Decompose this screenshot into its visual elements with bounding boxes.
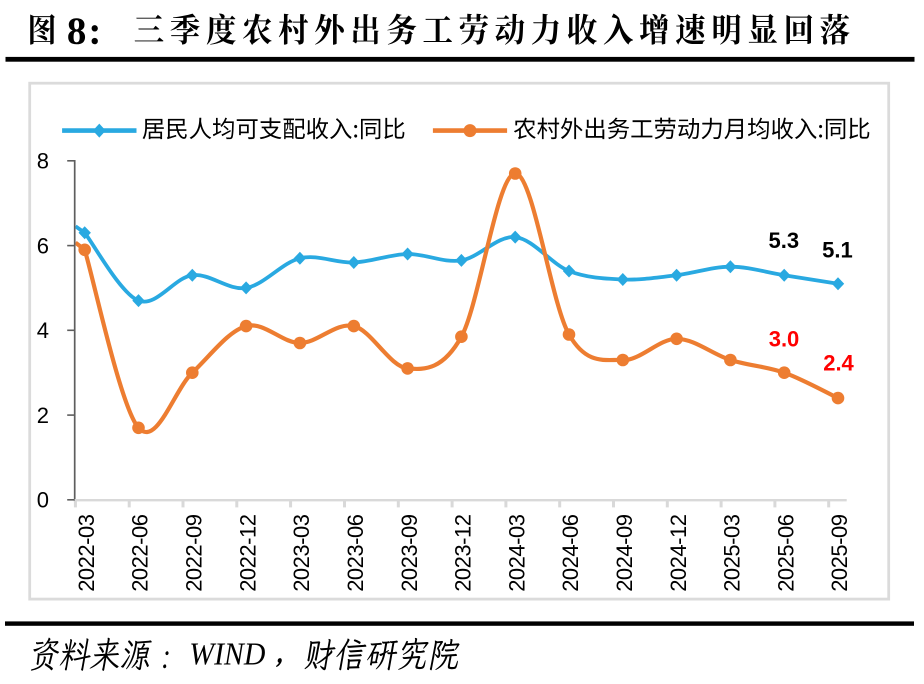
- svg-text:3.0: 3.0: [769, 327, 800, 352]
- svg-text:2022-09: 2022-09: [182, 514, 207, 592]
- svg-text:2023-03: 2023-03: [289, 514, 314, 592]
- svg-text:2025-03: 2025-03: [720, 514, 745, 592]
- svg-text:2023-09: 2023-09: [397, 514, 422, 592]
- svg-text:2024-06: 2024-06: [558, 514, 583, 592]
- svg-text:2022-12: 2022-12: [235, 514, 260, 592]
- svg-text:2022-06: 2022-06: [128, 514, 153, 592]
- svg-text:8: 8: [37, 149, 49, 174]
- svg-text:5.3: 5.3: [769, 228, 800, 253]
- svg-text:2023-12: 2023-12: [451, 514, 476, 592]
- svg-text:2024-09: 2024-09: [612, 514, 637, 592]
- svg-text:2.4: 2.4: [823, 351, 854, 376]
- svg-text:8:: 8:: [67, 10, 104, 53]
- svg-text:2023-06: 2023-06: [343, 514, 368, 592]
- svg-text:4: 4: [37, 318, 49, 343]
- svg-text:2: 2: [37, 403, 49, 428]
- svg-text:2024-03: 2024-03: [504, 514, 529, 592]
- svg-text:2025-09: 2025-09: [827, 514, 852, 592]
- svg-text:5.1: 5.1: [822, 237, 853, 262]
- svg-text:2022-03: 2022-03: [74, 514, 99, 592]
- svg-text:2025-06: 2025-06: [773, 514, 798, 592]
- svg-text:6: 6: [37, 234, 49, 259]
- svg-text:WIND: WIND: [189, 636, 265, 672]
- svg-text:0: 0: [37, 488, 49, 513]
- svg-text:2024-12: 2024-12: [666, 514, 691, 592]
